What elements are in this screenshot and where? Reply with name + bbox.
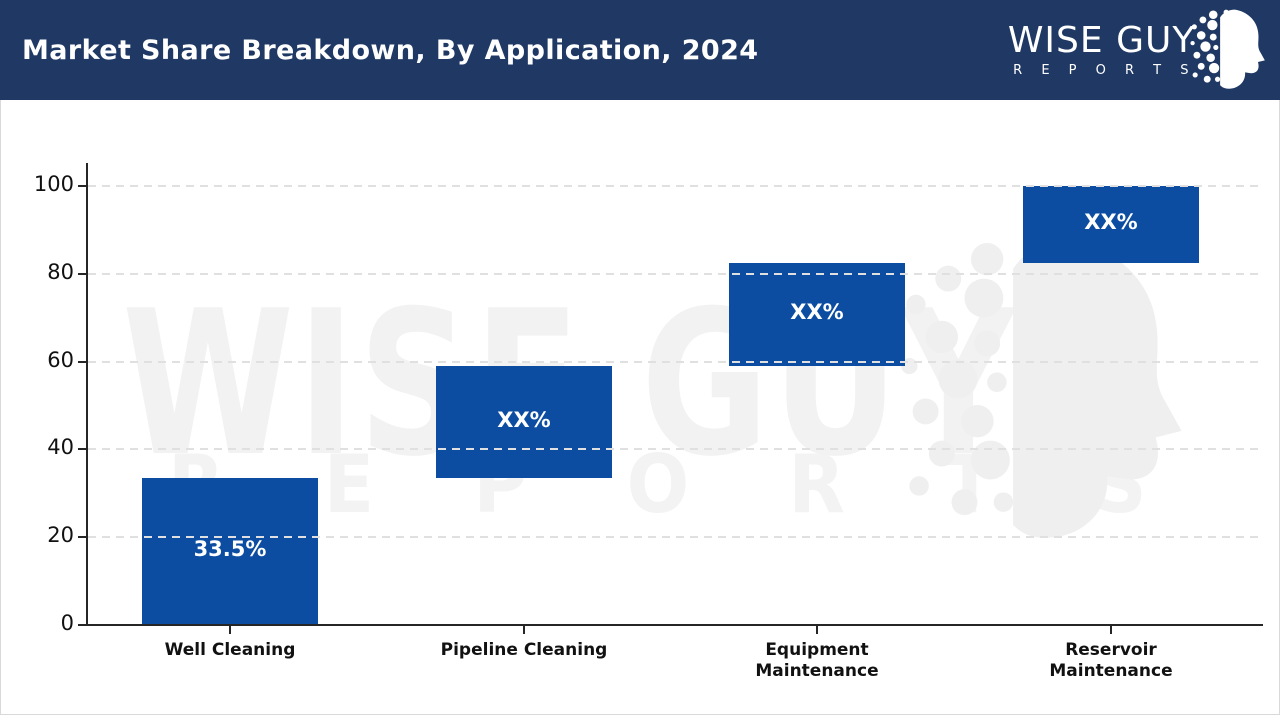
gridline-20 <box>88 536 1262 539</box>
bar-value-label-3: XX% <box>1084 210 1138 235</box>
y-axis-line <box>86 163 88 626</box>
y-tick-label-20: 20 <box>47 523 74 548</box>
y-tick-40 <box>78 448 86 451</box>
x-category-label-1: Pipeline Cleaning <box>404 640 644 661</box>
gridline-100 <box>88 185 1262 187</box>
bar-2 <box>729 262 905 366</box>
watermark-face-icon <box>901 239 1182 538</box>
gridline-60 <box>88 360 1262 363</box>
gridline-80 <box>88 272 1262 275</box>
bar-value-label-1: XX% <box>497 407 551 432</box>
gridline-40 <box>88 448 1262 451</box>
brand-logo-text: WISE GUY R E P O R T S <box>1007 20 1196 78</box>
bar-3 <box>1023 186 1199 263</box>
y-tick-label-60: 60 <box>47 347 74 372</box>
x-tick-1 <box>523 626 525 634</box>
x-category-label-0: Well Cleaning <box>110 640 350 661</box>
y-tick-60 <box>78 360 86 363</box>
x-tick-0 <box>229 626 231 634</box>
bar-1 <box>436 365 612 478</box>
y-tick-0 <box>78 624 86 626</box>
x-tick-2 <box>816 626 818 634</box>
x-category-label-line: Well Cleaning <box>164 640 296 660</box>
header-bar: Market Share Breakdown, By Application, … <box>0 0 1280 100</box>
y-tick-20 <box>78 536 86 539</box>
x-axis-line <box>86 624 1263 626</box>
brand-logo-line1: WISE GUY <box>1007 20 1196 61</box>
bar-value-label-2: XX% <box>790 300 844 325</box>
bar-0 <box>142 477 318 625</box>
y-tick-100 <box>78 185 86 187</box>
page-title: Market Share Breakdown, By Application, … <box>22 34 759 66</box>
x-category-label-line: Pipeline Cleaning <box>440 640 608 660</box>
x-category-label-line: Maintenance <box>1049 661 1173 681</box>
brand-logo-line2: R E P O R T S <box>1013 63 1196 78</box>
brand-logo: WISE GUY R E P O R T S <box>1007 7 1266 93</box>
y-tick-label-0: 0 <box>60 611 74 635</box>
y-tick-label-80: 80 <box>47 259 74 284</box>
x-category-label-3: Reservoir Maintenance <box>991 640 1231 682</box>
y-tick-80 <box>78 272 86 275</box>
brand-face-icon <box>1190 9 1265 89</box>
bar-value-label-0: 33.5% <box>193 537 267 562</box>
y-tick-label-40: 40 <box>47 435 74 460</box>
x-category-label-line: Maintenance <box>755 661 879 681</box>
x-category-label-line: Reservoir <box>1065 640 1157 660</box>
x-category-label-line: Equipment <box>765 640 869 660</box>
y-tick-label-100: 100 <box>33 172 74 196</box>
x-tick-3 <box>1110 626 1112 634</box>
x-category-label-2: Equipment Maintenance <box>697 640 937 682</box>
